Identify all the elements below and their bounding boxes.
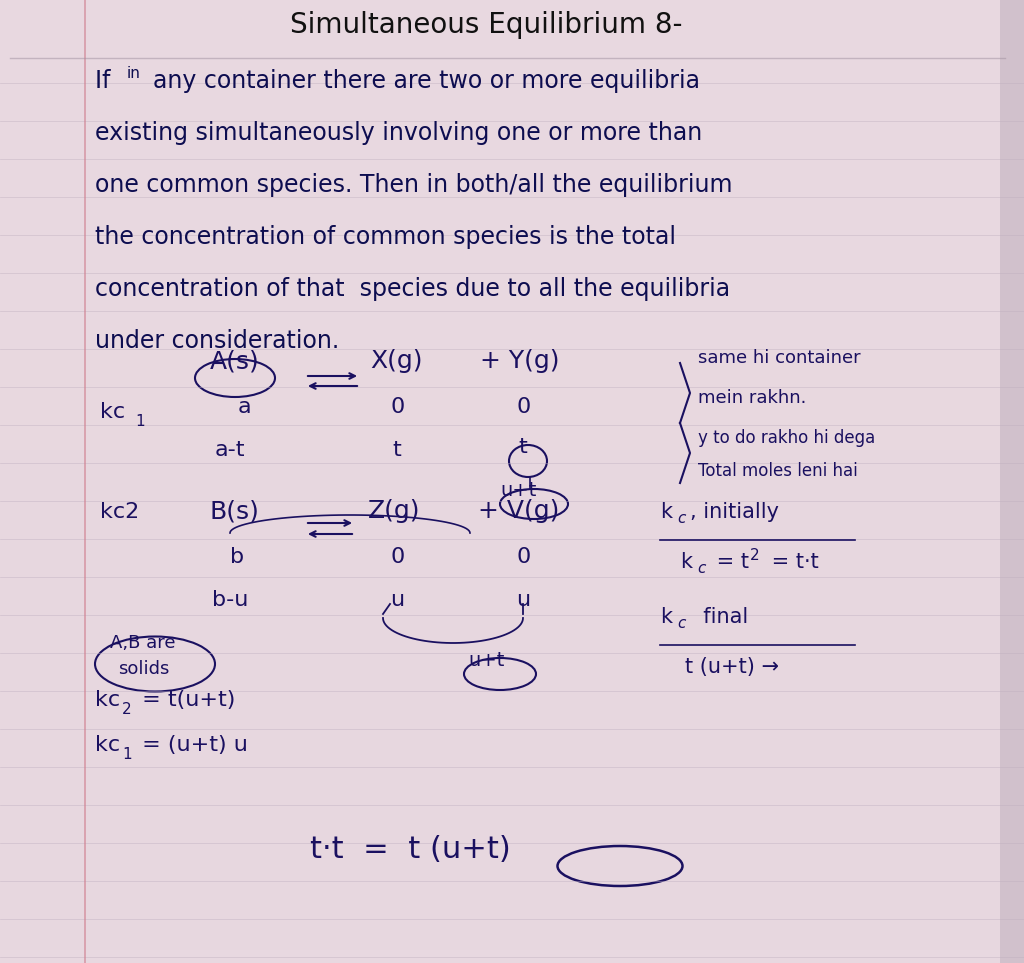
Text: 2: 2 bbox=[122, 702, 132, 717]
Bar bbox=[0, 700, 1024, 750]
Text: u+t: u+t bbox=[468, 651, 505, 670]
Bar bbox=[0, 650, 1024, 700]
Text: 0: 0 bbox=[390, 547, 404, 567]
Text: t: t bbox=[392, 440, 400, 460]
Text: = t(u+t): = t(u+t) bbox=[135, 690, 236, 710]
Bar bbox=[0, 200, 1024, 250]
Text: u+t: u+t bbox=[500, 481, 537, 500]
Bar bbox=[0, 600, 1024, 650]
Bar bbox=[0, 250, 1024, 300]
Bar bbox=[0, 800, 1024, 850]
Text: the concentration of common species is the total: the concentration of common species is t… bbox=[95, 225, 676, 249]
Text: final: final bbox=[690, 607, 749, 627]
Text: 2: 2 bbox=[750, 548, 760, 563]
Text: one common species. Then in both/all the equilibrium: one common species. Then in both/all the… bbox=[95, 173, 732, 197]
Text: kc: kc bbox=[95, 735, 120, 755]
Text: b: b bbox=[230, 547, 244, 567]
Text: t·t  =  t (u+t): t·t = t (u+t) bbox=[310, 835, 511, 864]
Text: a: a bbox=[238, 397, 252, 417]
Text: under consideration.: under consideration. bbox=[95, 329, 339, 353]
Text: + Y(g): + Y(g) bbox=[480, 349, 559, 373]
Text: concentration of that  species due to all the equilibria: concentration of that species due to all… bbox=[95, 277, 730, 301]
Text: c: c bbox=[677, 511, 685, 526]
Text: in: in bbox=[127, 66, 141, 81]
Text: b-u: b-u bbox=[212, 590, 249, 610]
Bar bbox=[1000, 0, 1024, 963]
Bar bbox=[0, 300, 1024, 350]
Bar bbox=[0, 500, 1024, 550]
Bar bbox=[0, 50, 1024, 100]
Text: existing simultaneously involving one or more than: existing simultaneously involving one or… bbox=[95, 121, 702, 145]
Bar bbox=[0, 100, 1024, 150]
Text: If: If bbox=[95, 69, 118, 93]
Text: t: t bbox=[518, 437, 526, 457]
Bar bbox=[0, 350, 1024, 400]
Bar bbox=[0, 550, 1024, 600]
Text: Simultaneous Equilibrium 8-: Simultaneous Equilibrium 8- bbox=[290, 11, 683, 39]
Text: A(s): A(s) bbox=[210, 349, 260, 373]
Text: k: k bbox=[680, 552, 692, 572]
Text: 1: 1 bbox=[122, 747, 132, 762]
Text: = t: = t bbox=[710, 552, 749, 572]
Text: any container there are two or more equilibria: any container there are two or more equi… bbox=[153, 69, 700, 93]
Text: Total moles leni hai: Total moles leni hai bbox=[698, 462, 858, 480]
Bar bbox=[0, 850, 1024, 900]
Bar bbox=[0, 750, 1024, 800]
Text: k: k bbox=[660, 502, 672, 522]
Text: solids: solids bbox=[118, 660, 169, 678]
Bar bbox=[0, 0, 1024, 50]
Text: same hi container: same hi container bbox=[698, 349, 860, 367]
Text: 0: 0 bbox=[390, 397, 404, 417]
Text: 1: 1 bbox=[135, 414, 144, 429]
Text: kc: kc bbox=[100, 402, 125, 422]
Text: kc2: kc2 bbox=[100, 502, 139, 522]
Text: t (u+t) →: t (u+t) → bbox=[685, 657, 779, 677]
Text: a-t: a-t bbox=[215, 440, 246, 460]
Bar bbox=[0, 900, 1024, 950]
Text: kc: kc bbox=[95, 690, 120, 710]
Text: u: u bbox=[516, 590, 530, 610]
Text: Z(g): Z(g) bbox=[368, 499, 421, 523]
Text: = t·t: = t·t bbox=[765, 552, 819, 572]
Text: y to do rakho hi dega: y to do rakho hi dega bbox=[698, 429, 876, 447]
Text: k: k bbox=[660, 607, 672, 627]
Text: B(s): B(s) bbox=[210, 499, 260, 523]
Text: c: c bbox=[697, 561, 706, 576]
Text: 0: 0 bbox=[516, 547, 530, 567]
Text: mein rakhn.: mein rakhn. bbox=[698, 389, 806, 407]
Text: X(g): X(g) bbox=[370, 349, 423, 373]
Bar bbox=[0, 150, 1024, 200]
Text: , initially: , initially bbox=[690, 502, 779, 522]
Bar bbox=[0, 450, 1024, 500]
Text: + V(g): + V(g) bbox=[478, 499, 559, 523]
Bar bbox=[0, 400, 1024, 450]
Text: c: c bbox=[677, 616, 685, 631]
Text: u: u bbox=[390, 590, 404, 610]
Text: A,B are: A,B are bbox=[110, 634, 175, 652]
Text: = (u+t) u: = (u+t) u bbox=[135, 735, 248, 755]
Text: 0: 0 bbox=[516, 397, 530, 417]
